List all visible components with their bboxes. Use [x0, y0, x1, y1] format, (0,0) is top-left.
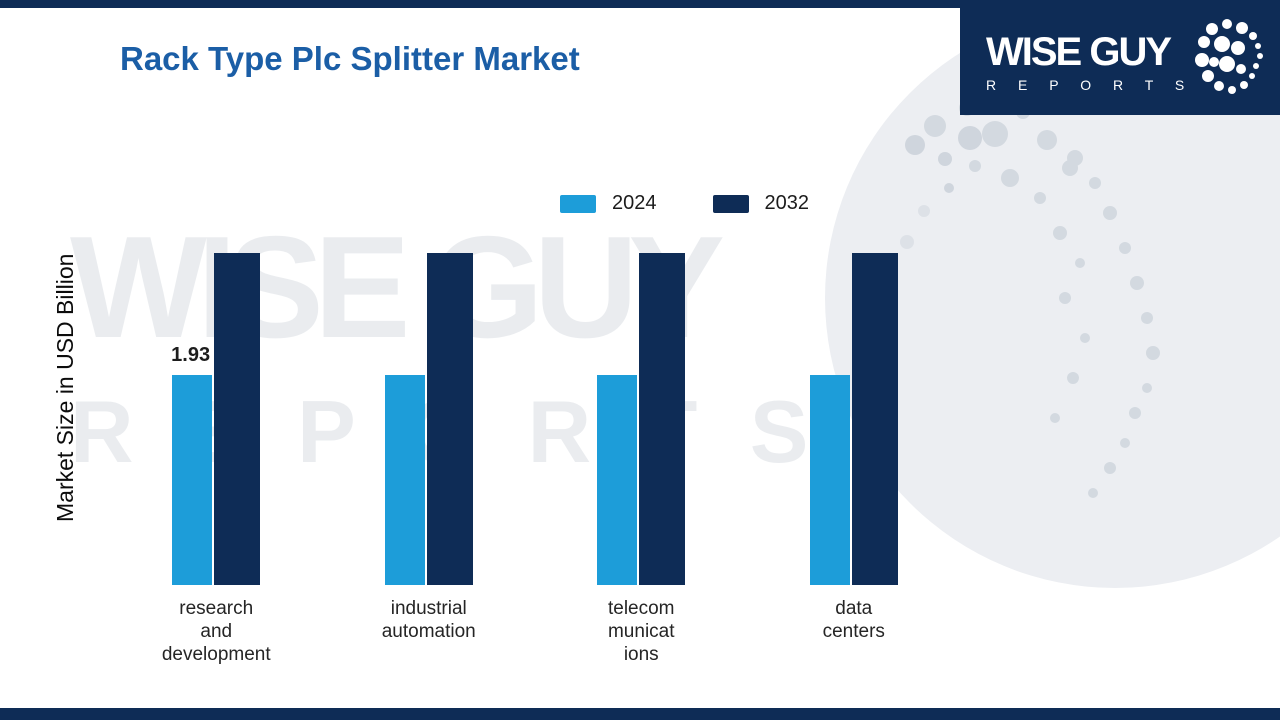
- legend: 2024 2032: [560, 192, 809, 215]
- bar-groups: 1.93 research and development industrial auto…: [110, 253, 960, 665]
- decorative-dot: [938, 152, 952, 166]
- bar-2024-telecommunications: [597, 375, 638, 585]
- brand-logo: WISE GUY R E P O R T S: [960, 0, 1280, 115]
- decorative-dot: [900, 235, 914, 249]
- bar-2024-industrial-automation: [384, 375, 425, 585]
- category-label-telecommunications: telecom municat ions: [607, 598, 675, 666]
- logo-face-icon: [1195, 19, 1263, 94]
- bar-group-industrial-automation: industrial automation: [382, 253, 476, 642]
- bar-value-label: 1.93: [171, 344, 211, 366]
- bar-2024-research-and-development: 1.93: [171, 344, 213, 585]
- legend-item-2032: 2032: [712, 192, 810, 215]
- bars-telecommunications: [597, 253, 686, 585]
- bar-2032-telecommunications: [639, 253, 686, 585]
- bar-group-data-centers: data centers: [809, 253, 898, 642]
- category-label-research-and-development: research and development: [161, 598, 271, 666]
- page-title: Rack Type Plc Splitter Market: [120, 40, 580, 77]
- legend-swatch-2024: [560, 194, 596, 213]
- bar-2032-data-centers: [851, 253, 898, 585]
- decorative-dot: [958, 126, 982, 150]
- decorative-dot: [918, 205, 930, 217]
- bar-2024-data-centers: [809, 375, 850, 585]
- y-axis-label: Market Size in USD Billion: [52, 253, 78, 522]
- bar-2032-industrial-automation: [426, 253, 473, 585]
- plot-area: 1.93 research and development industrial auto…: [110, 253, 960, 665]
- decorative-dot: [905, 135, 925, 155]
- category-label-industrial-automation: industrial automation: [381, 598, 476, 643]
- brand-subtitle: R E P O R T S: [986, 77, 1194, 93]
- legend-swatch-2032: [712, 194, 749, 213]
- decorative-dot: [944, 183, 954, 193]
- bars-data-centers: [809, 253, 898, 585]
- category-label-data-centers: data centers: [822, 598, 885, 643]
- bar-group-research-and-development: 1.93 research and development: [162, 253, 271, 665]
- legend-label-2032: 2032: [764, 192, 810, 214]
- brand-name: WISE GUY: [986, 30, 1172, 74]
- legend-label-2024: 2024: [612, 192, 657, 214]
- bar-group-telecommunications: telecom municat ions: [597, 253, 686, 665]
- legend-item-2024: 2024: [560, 192, 657, 215]
- bars-research-and-development: 1.93: [171, 253, 261, 585]
- bar-2032-research-and-development: [214, 253, 261, 585]
- brand-logo-text: WISE GUY R E P O R T S: [986, 32, 1193, 93]
- bars-industrial-automation: [384, 253, 473, 585]
- top-accent-strip: [0, 0, 1280, 8]
- bottom-accent-strip: [0, 708, 1280, 720]
